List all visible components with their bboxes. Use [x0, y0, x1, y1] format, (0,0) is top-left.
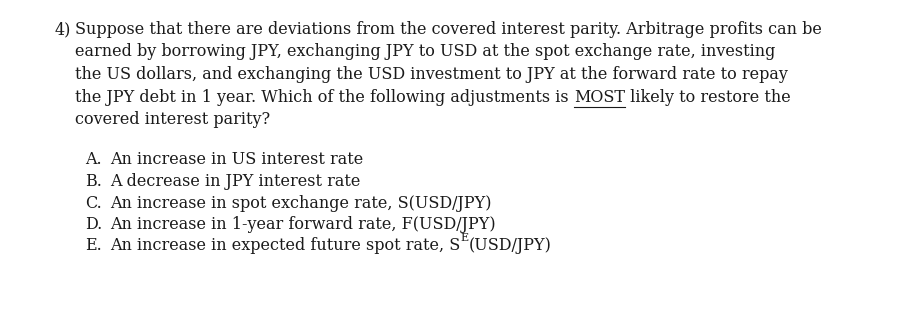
- Text: An increase in spot exchange rate, S(USD/JPY): An increase in spot exchange rate, S(USD…: [110, 195, 492, 212]
- Text: 4): 4): [55, 21, 71, 38]
- Text: likely to restore the: likely to restore the: [625, 88, 791, 106]
- Text: A.: A.: [85, 152, 102, 169]
- Text: C.: C.: [85, 195, 102, 212]
- Text: Suppose that there are deviations from the covered interest parity. Arbitrage pr: Suppose that there are deviations from t…: [75, 21, 821, 38]
- Text: B.: B.: [85, 173, 102, 190]
- Text: An increase in US interest rate: An increase in US interest rate: [110, 152, 363, 169]
- Text: An increase in 1-year forward rate, F(USD/JPY): An increase in 1-year forward rate, F(US…: [110, 216, 495, 233]
- Text: the US dollars, and exchanging the USD investment to JPY at the forward rate to : the US dollars, and exchanging the USD i…: [75, 66, 788, 83]
- Text: An increase in expected future spot rate, S: An increase in expected future spot rate…: [110, 238, 460, 255]
- Text: A decrease in JPY interest rate: A decrease in JPY interest rate: [110, 173, 360, 190]
- Text: (USD/JPY): (USD/JPY): [468, 238, 552, 255]
- Text: MOST: MOST: [574, 88, 625, 106]
- Text: the JPY debt in 1 year. Which of the following adjustments is: the JPY debt in 1 year. Which of the fol…: [75, 88, 574, 106]
- Text: D.: D.: [85, 216, 103, 233]
- Text: E.: E.: [85, 238, 102, 255]
- Text: covered interest parity?: covered interest parity?: [75, 111, 270, 128]
- Text: E: E: [460, 233, 468, 243]
- Text: earned by borrowing JPY, exchanging JPY to USD at the spot exchange rate, invest: earned by borrowing JPY, exchanging JPY …: [75, 43, 775, 61]
